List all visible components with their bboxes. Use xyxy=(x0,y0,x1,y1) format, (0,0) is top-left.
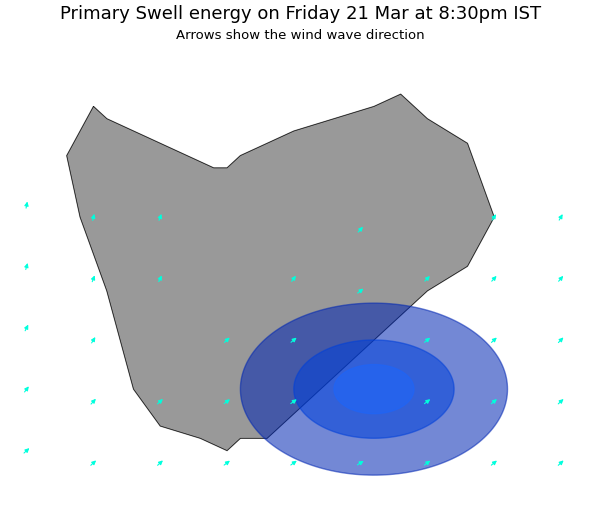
Text: Arrows show the wind wave direction: Arrows show the wind wave direction xyxy=(176,29,425,41)
Polygon shape xyxy=(67,94,494,451)
Text: Primary Swell energy on Friday 21 Mar at 8:30pm IST: Primary Swell energy on Friday 21 Mar at… xyxy=(60,5,541,23)
Polygon shape xyxy=(294,340,454,438)
Polygon shape xyxy=(334,365,414,414)
Polygon shape xyxy=(240,303,507,475)
